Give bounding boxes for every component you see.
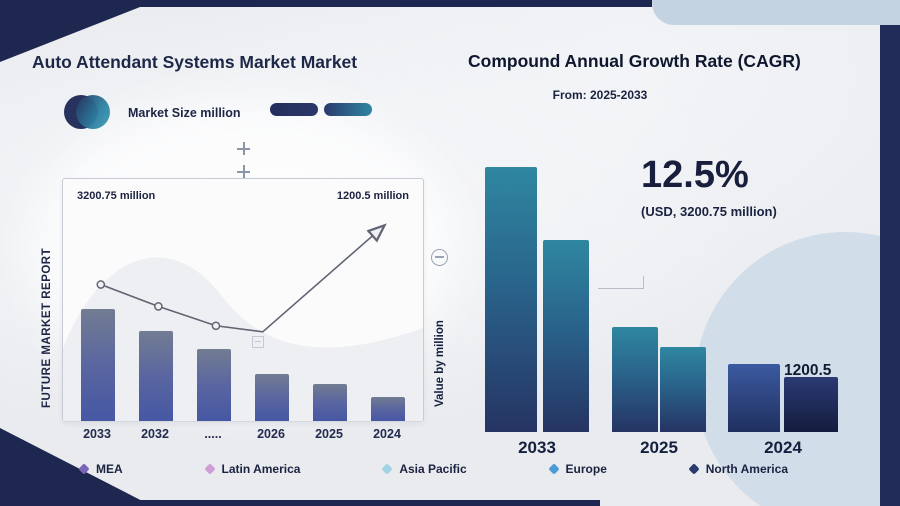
legend-label: Europe: [565, 462, 607, 476]
left-bar-column: [301, 384, 359, 421]
left-bar: [371, 397, 405, 421]
market-size-legend: Market Size million: [64, 94, 372, 132]
plus-icon: [237, 142, 250, 155]
top-right-curve-shape: [652, 0, 900, 25]
legend-marker-icon: [203, 463, 216, 475]
plus-icon: [237, 165, 250, 178]
region-legend-item: North America: [688, 462, 788, 476]
circle-minus-icon: [431, 249, 448, 266]
left-bar: [313, 384, 347, 421]
left-axis-label: 2033: [83, 427, 111, 441]
right-axis-label: 2024: [764, 438, 802, 457]
legend-label: MEA: [96, 462, 123, 476]
left-axis-label: 2032: [141, 427, 169, 441]
left-bars-group: [69, 179, 417, 421]
left-y-axis-label: FUTURE MARKET REPORT: [41, 247, 53, 408]
min-value-label: 1200.5 million: [336, 190, 409, 202]
right-axis-label: 2033: [518, 438, 556, 457]
legend-label: Asia Pacific: [399, 462, 467, 476]
top-edge-band: [0, 0, 652, 7]
left-axis-label: .....: [204, 427, 222, 441]
left-bar-column: [243, 374, 301, 421]
left-bar: [255, 374, 289, 421]
right-bar: [485, 167, 537, 432]
left-bar-column: [359, 397, 417, 421]
bottom-edge-band: [0, 500, 600, 506]
legend-marker-icon: [547, 463, 560, 475]
left-bar: [197, 349, 231, 421]
right-bar: [660, 346, 706, 432]
left-bar: [81, 309, 115, 421]
right-bar: [784, 376, 838, 432]
cagr-title: Compound Annual Growth Rate (CAGR): [468, 51, 801, 71]
cagr-subtitle: From: 2025-2033: [552, 88, 648, 102]
left-x-axis: 2033 2032..... 2026 2025 2024: [68, 427, 416, 441]
right-bar: [728, 364, 780, 432]
legend-marker-icon: [381, 463, 393, 475]
region-legend-item: MEA: [78, 462, 123, 476]
left-bar: [139, 331, 173, 421]
step-line-icon: [598, 276, 644, 289]
right-y-axis-label: Value by million: [434, 320, 446, 407]
region-legend-item: Latin America: [203, 462, 301, 476]
left-axis-label: 2025: [315, 427, 343, 441]
legend-marker-icon: [688, 463, 700, 475]
market-size-label: Market Size million: [128, 106, 241, 120]
right-bar: [543, 239, 589, 432]
value-callout: 1200.5: [784, 362, 832, 379]
left-bar-column: [185, 349, 243, 421]
legend-label: North America: [705, 462, 788, 476]
right-axis-label: 2025: [640, 438, 678, 457]
legend-marker-icon: [78, 463, 90, 475]
max-value-label: 3200.75 million: [77, 190, 156, 202]
square-dash-icon: [252, 336, 264, 348]
cagr-value: 12.5%: [641, 154, 749, 196]
right-bar: [612, 326, 658, 432]
left-axis-label: 2026: [257, 427, 285, 441]
legend-label: Latin America: [221, 462, 301, 476]
left-bar-column: [69, 309, 127, 421]
market-size-icon: [64, 94, 110, 130]
scale-pill-dark-icon: [270, 103, 318, 116]
left-axis-label: 2024: [373, 427, 401, 441]
region-legend-item: Europe: [547, 462, 607, 476]
teal-circle-icon: [76, 95, 110, 129]
region-legend: MEA Latin America Asia Pacific Europe North …: [78, 462, 788, 476]
right-edge-band: [880, 0, 900, 506]
scale-pill-gradient-icon: [324, 103, 372, 116]
left-bar-column: [127, 331, 185, 421]
cagr-note: (USD, 3200.75 million): [641, 204, 777, 219]
market-size-chart: 3200.75 million 1200.5 million: [62, 178, 424, 422]
right-x-axis: 2033 2025 2024: [470, 438, 870, 462]
cagr-chart: [470, 160, 870, 432]
page-title: Auto Attendant Systems Market Market: [32, 52, 358, 72]
region-legend-item: Asia Pacific: [381, 462, 467, 476]
